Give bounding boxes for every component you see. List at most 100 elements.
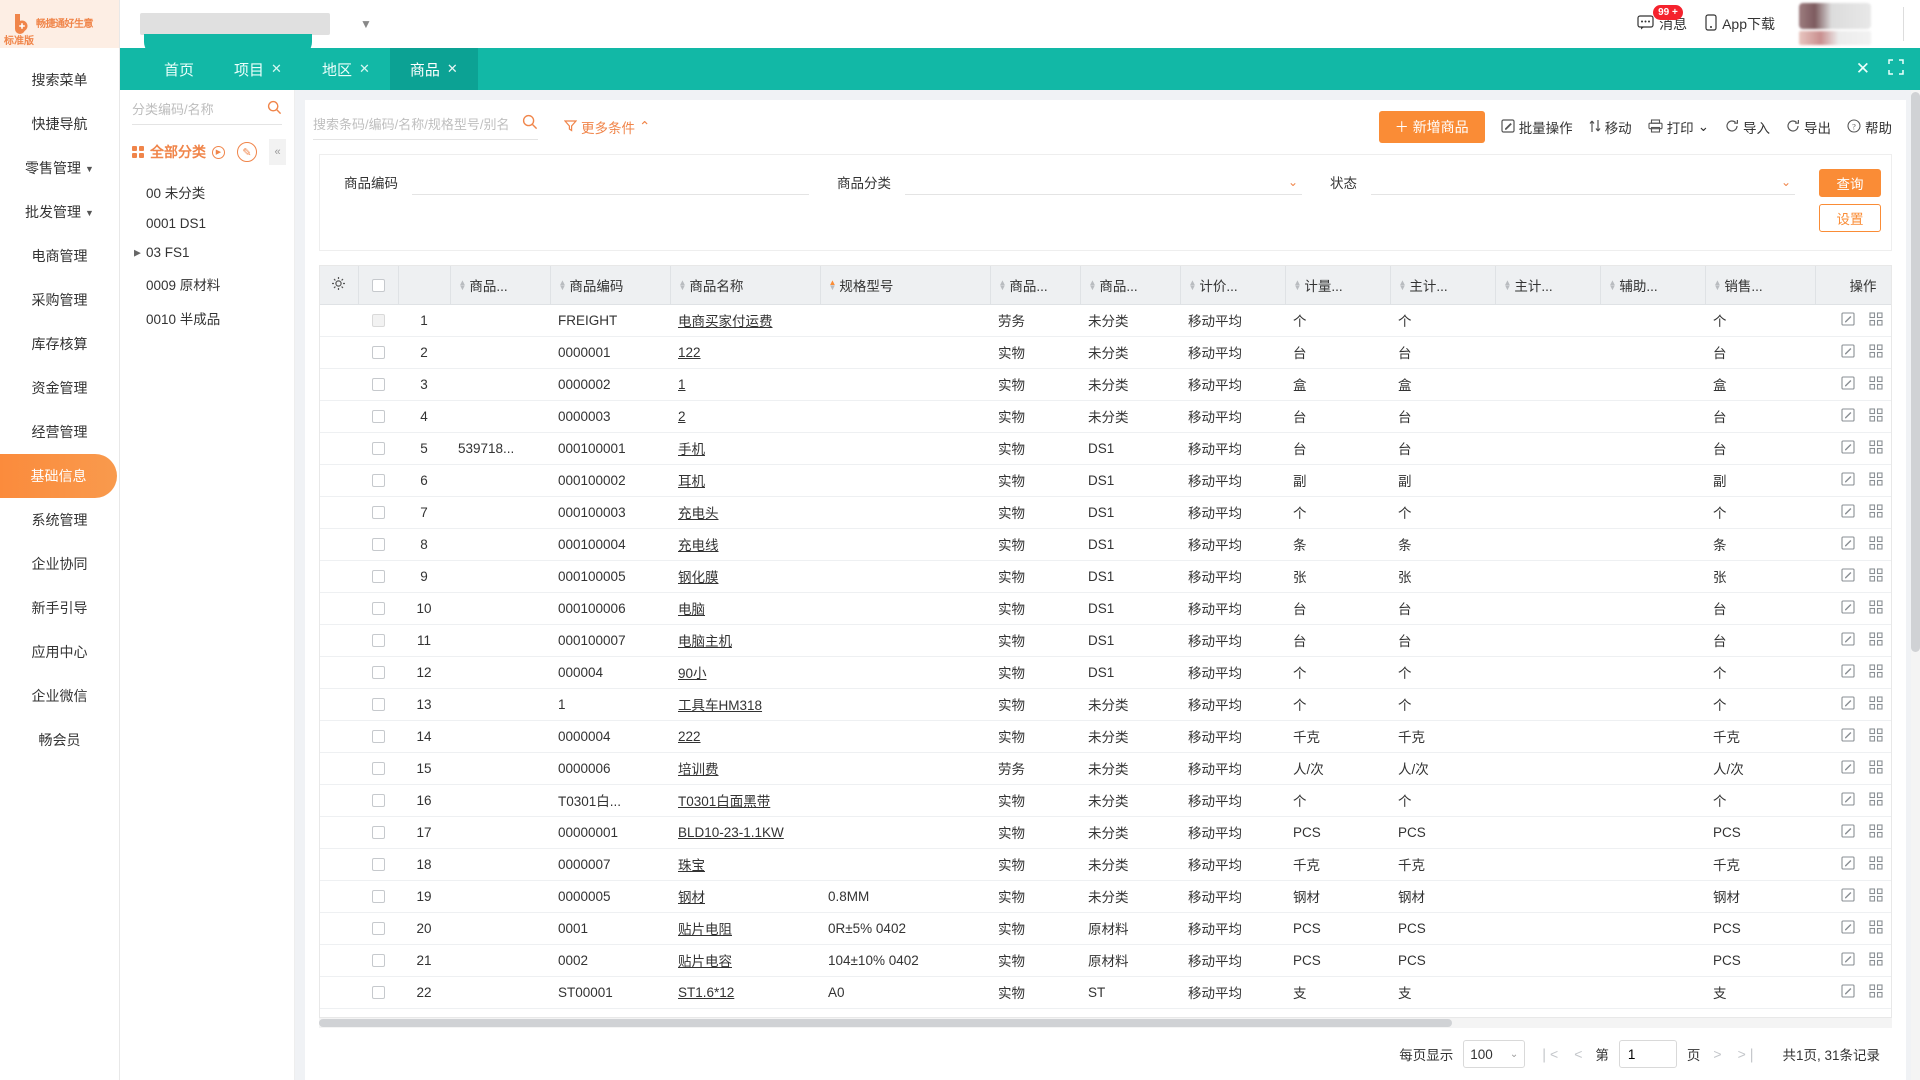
sidebar-item-inventory[interactable]: 库存核算: [0, 322, 119, 366]
table-row[interactable]: 11 000100007 电脑主机 实物 DS1 移动平均台台台: [320, 624, 1891, 657]
edit-pencil-icon[interactable]: ✎: [237, 142, 257, 162]
row-checkbox[interactable]: [371, 410, 385, 424]
edit-square-icon[interactable]: [1841, 535, 1855, 553]
cell-operations[interactable]: [1815, 560, 1891, 593]
cell-operations[interactable]: [1815, 624, 1891, 657]
sort-icon[interactable]: ▲ ▼: [1503, 277, 1512, 292]
product-name-link[interactable]: 充电线: [678, 538, 719, 553]
row-checkbox[interactable]: [371, 666, 385, 680]
row-checkbox[interactable]: [371, 346, 385, 360]
sort-icon[interactable]: ▲ ▼: [558, 277, 567, 292]
more-conditions-button[interactable]: 更多条件 ⌃: [563, 117, 650, 137]
sort-icon[interactable]: ▲ ▼: [828, 277, 837, 292]
sidebar-item-member[interactable]: 畅会员: [0, 718, 119, 762]
row-select-cell[interactable]: [358, 432, 398, 465]
cell-operations[interactable]: [1815, 720, 1891, 753]
search-icon[interactable]: [267, 100, 282, 119]
more-grid-icon[interactable]: [1869, 471, 1883, 489]
cell-operations[interactable]: [1815, 432, 1891, 465]
more-grid-icon[interactable]: [1869, 503, 1883, 521]
edit-square-icon[interactable]: [1841, 471, 1855, 489]
sort-icon[interactable]: ▲ ▼: [1608, 277, 1617, 292]
tab-product[interactable]: 商品 ✕: [389, 48, 478, 90]
filter-control[interactable]: ⌄: [905, 169, 1302, 195]
filter-control[interactable]: ⌄: [1371, 169, 1795, 195]
row-select-cell[interactable]: [358, 816, 398, 849]
row-checkbox[interactable]: [371, 634, 385, 648]
filter-control[interactable]: [412, 169, 809, 195]
product-name-link[interactable]: T0301白面黑带: [678, 794, 771, 809]
row-select-cell[interactable]: [358, 336, 398, 369]
row-select-cell[interactable]: [358, 784, 398, 817]
edit-square-icon[interactable]: [1841, 311, 1855, 329]
chevron-down-icon[interactable]: ⌄: [1780, 174, 1791, 189]
product-name-link[interactable]: 90小: [678, 666, 707, 681]
more-grid-icon[interactable]: [1869, 919, 1883, 937]
sidebar-item-collaboration[interactable]: 企业协同: [0, 542, 119, 586]
cell-operations[interactable]: [1815, 880, 1891, 913]
cell-name[interactable]: ST1.6*12: [670, 976, 820, 1009]
more-grid-icon[interactable]: [1869, 311, 1883, 329]
table-row[interactable]: 6 000100002 耳机 实物 DS1 移动平均副副副: [320, 464, 1891, 497]
sort-icon[interactable]: ▲ ▼: [1398, 277, 1407, 292]
edit-square-icon[interactable]: [1841, 727, 1855, 745]
table-row[interactable]: 7 000100003 充电头 实物 DS1 移动平均个个个: [320, 496, 1891, 529]
column-header-mainunit1[interactable]: ▲ ▼ 主计...: [1390, 266, 1496, 305]
category-item-ds1[interactable]: 0001 DS1: [120, 209, 294, 238]
product-name-link[interactable]: 贴片电阻: [678, 922, 732, 937]
column-header-type[interactable]: ▲ ▼ 商品...: [990, 266, 1081, 305]
more-grid-icon[interactable]: [1869, 599, 1883, 617]
column-header-pricing[interactable]: ▲ ▼ 计价...: [1180, 266, 1286, 305]
avatar[interactable]: [1793, 3, 1871, 45]
more-grid-icon[interactable]: [1869, 375, 1883, 393]
table-row[interactable]: 5 539718... 000100001 手机 实物 DS1 移动平均台台台: [320, 432, 1891, 465]
more-grid-icon[interactable]: [1869, 727, 1883, 745]
product-name-link[interactable]: 工具车HM318: [678, 698, 763, 713]
row-checkbox[interactable]: [371, 794, 385, 808]
sidebar-item-ecommerce[interactable]: 电商管理: [0, 234, 119, 278]
sidebar-item-search-menu[interactable]: 搜索菜单: [0, 58, 119, 102]
sidebar-item-wholesale[interactable]: 批发管理 ▼: [0, 190, 119, 234]
more-grid-icon[interactable]: [1869, 791, 1883, 809]
row-checkbox[interactable]: [371, 442, 385, 456]
more-grid-icon[interactable]: [1869, 887, 1883, 905]
row-select-cell[interactable]: [358, 752, 398, 785]
column-header-auxunit[interactable]: ▲ ▼ 辅助...: [1600, 266, 1706, 305]
cell-name[interactable]: 电脑: [670, 592, 820, 625]
sidebar-item-operations[interactable]: 经营管理: [0, 410, 119, 454]
more-grid-icon[interactable]: [1869, 535, 1883, 553]
row-select-cell[interactable]: [358, 656, 398, 689]
chevron-down-icon[interactable]: ⌄: [1287, 174, 1298, 189]
row-select-cell[interactable]: [358, 976, 398, 1009]
more-grid-icon[interactable]: [1869, 759, 1883, 777]
row-checkbox[interactable]: [371, 570, 385, 584]
scrollbar-thumb[interactable]: [1911, 92, 1920, 652]
status-select[interactable]: [1371, 174, 1795, 189]
cell-name[interactable]: 电商买家付运费: [670, 304, 820, 337]
table-row[interactable]: 10 000100006 电脑 实物 DS1 移动平均台台台: [320, 592, 1891, 625]
product-name-link[interactable]: 珠宝: [678, 858, 705, 873]
column-header-spec[interactable]: ▲ ▼ 规格型号: [820, 266, 991, 305]
category-item-fs1[interactable]: ▶ 03 FS1: [120, 238, 294, 267]
category-item-semi-finished[interactable]: 0010 半成品: [120, 301, 294, 335]
export-button[interactable]: 导出: [1786, 117, 1831, 137]
sort-icon[interactable]: ▲ ▼: [678, 277, 687, 292]
category-item-raw-material[interactable]: 0009 原材料: [120, 267, 294, 301]
edit-square-icon[interactable]: [1841, 503, 1855, 521]
vertical-scrollbar[interactable]: [1911, 90, 1920, 1080]
sort-icon[interactable]: ▲ ▼: [998, 277, 1007, 292]
chevron-right-icon[interactable]: ▶: [134, 247, 141, 257]
sidebar-item-wecom[interactable]: 企业微信: [0, 674, 119, 718]
table-row[interactable]: 13 1 工具车HM318 实物 未分类 移动平均个个个: [320, 688, 1891, 721]
tab-region[interactable]: 地区 ✕: [302, 48, 390, 90]
more-grid-icon[interactable]: [1869, 567, 1883, 585]
select-all-header[interactable]: [358, 266, 399, 305]
close-icon[interactable]: ✕: [358, 61, 370, 76]
table-row[interactable]: 12 000004 90小 实物 DS1 移动平均个个个: [320, 656, 1891, 689]
cell-operations[interactable]: [1815, 944, 1891, 977]
cell-name[interactable]: 培训费: [670, 752, 820, 785]
edit-square-icon[interactable]: [1841, 759, 1855, 777]
chevron-down-icon[interactable]: ▼: [360, 17, 372, 31]
batch-operation-button[interactable]: 批量操作: [1501, 117, 1573, 137]
sort-icon[interactable]: ▲ ▼: [1713, 277, 1722, 292]
